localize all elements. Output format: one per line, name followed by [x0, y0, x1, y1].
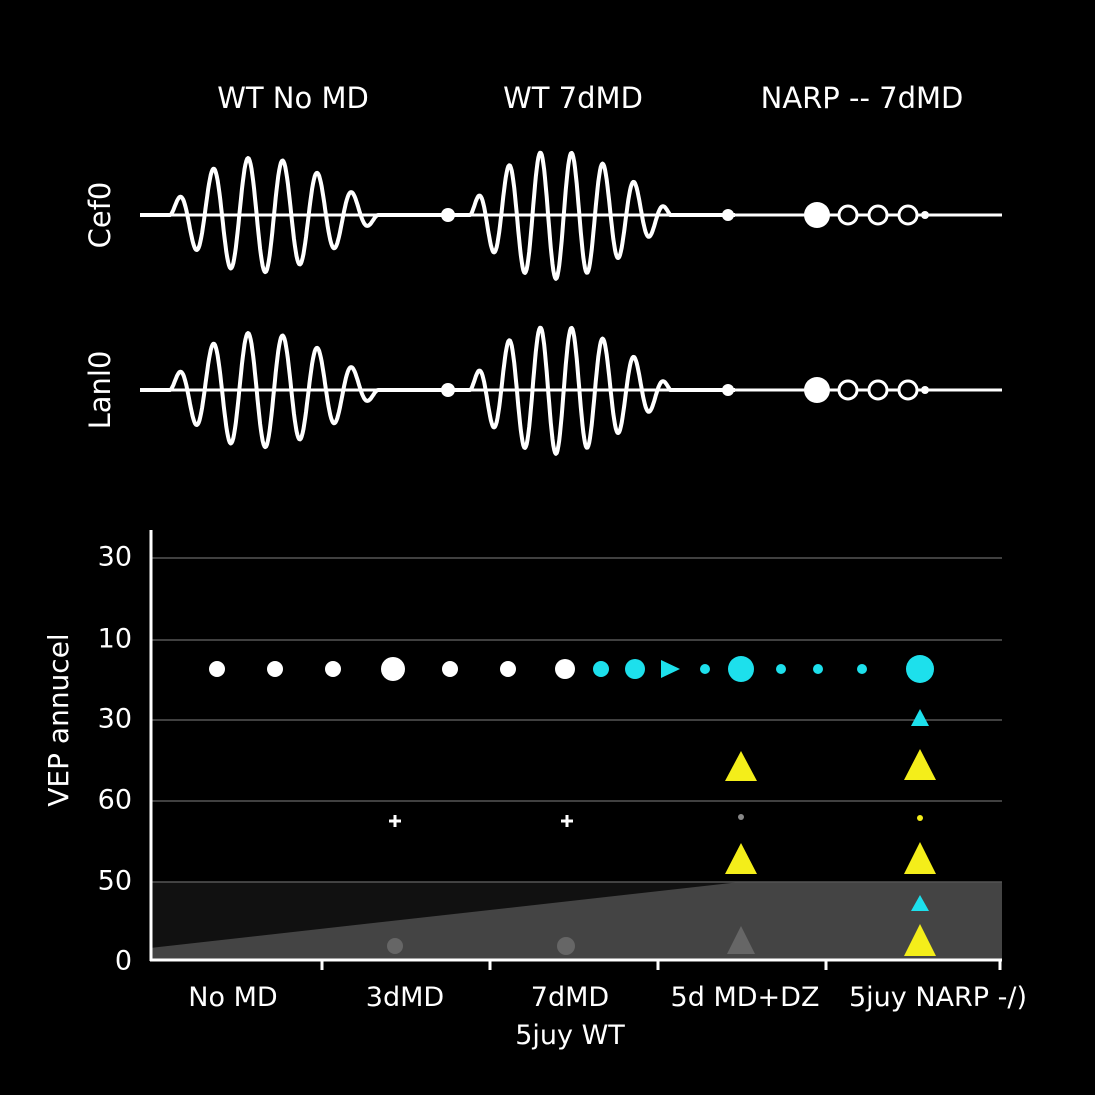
- x-tick-sublabel: 5juy WT: [515, 1020, 625, 1051]
- marker: [725, 751, 757, 781]
- trace-dot: [722, 384, 734, 396]
- trace-dot: [804, 377, 830, 403]
- waveform: [440, 325, 735, 456]
- marker: [725, 843, 757, 874]
- marker: [593, 661, 609, 677]
- trace-dot: [921, 386, 929, 394]
- trace-dot: [441, 208, 455, 222]
- trace-dot: [897, 204, 919, 226]
- marker: [904, 924, 936, 956]
- marker: [661, 660, 680, 678]
- waveform: [440, 150, 735, 281]
- trace-dot: [837, 204, 859, 226]
- y-tick-label: 10: [98, 624, 132, 655]
- y-axis-label: VEP annucel: [42, 633, 75, 806]
- trace-dot: [867, 379, 889, 401]
- trace-dot: [867, 204, 889, 226]
- y-tick-label: 30: [98, 542, 132, 573]
- marker: [857, 664, 867, 674]
- trace-dot: [722, 209, 734, 221]
- panel-title: NARP -- 7dMD: [761, 81, 964, 115]
- marker: [813, 664, 823, 674]
- x-tick-label: 3dMD: [366, 982, 444, 1013]
- markers: [209, 655, 936, 956]
- y-tick-label: 0: [115, 946, 132, 977]
- trace-dot: [441, 383, 455, 397]
- marker: [738, 814, 744, 820]
- trace-dot: [897, 379, 919, 401]
- marker: [911, 895, 929, 911]
- marker: [381, 657, 405, 681]
- x-tick-label: 5juy NARP -/): [849, 982, 1027, 1013]
- x-tick-label: 7dMD: [531, 982, 609, 1013]
- marker: [561, 815, 573, 827]
- marker: [917, 815, 923, 821]
- marker: [728, 656, 754, 682]
- marker: [911, 709, 929, 726]
- trace-label: Lanl0: [83, 351, 117, 430]
- trace-label: Cef0: [83, 182, 117, 249]
- marker: [776, 664, 786, 674]
- marker: [904, 842, 936, 874]
- trace-dot: [837, 379, 859, 401]
- marker: [389, 815, 401, 827]
- marker: [557, 937, 575, 955]
- y-tick-label: 50: [98, 866, 132, 897]
- marker: [500, 661, 516, 677]
- x-tick-label: No MD: [188, 982, 277, 1013]
- marker: [625, 659, 645, 679]
- marker: [727, 926, 755, 954]
- x-ticks: [320, 960, 1002, 970]
- marker: [387, 938, 403, 954]
- marker: [906, 655, 934, 683]
- marker: [267, 661, 283, 677]
- marker: [904, 749, 936, 780]
- x-tick-label: 5d MD+DZ: [671, 982, 820, 1013]
- waveforms: [140, 150, 1002, 456]
- marker: [325, 661, 341, 677]
- marker: [700, 664, 710, 674]
- waveform: [140, 331, 445, 450]
- marker: [555, 659, 575, 679]
- y-tick-label: 30: [98, 704, 132, 735]
- marker: [209, 661, 225, 677]
- panel-title: WT 7dMD: [503, 81, 643, 115]
- y-tick-label: 60: [98, 785, 132, 816]
- trace-dot: [804, 202, 830, 228]
- waveform: [140, 156, 445, 275]
- marker: [442, 661, 458, 677]
- panel-title: WT No MD: [217, 81, 369, 115]
- trace-dot: [921, 211, 929, 219]
- shaded-wedge: [150, 882, 740, 948]
